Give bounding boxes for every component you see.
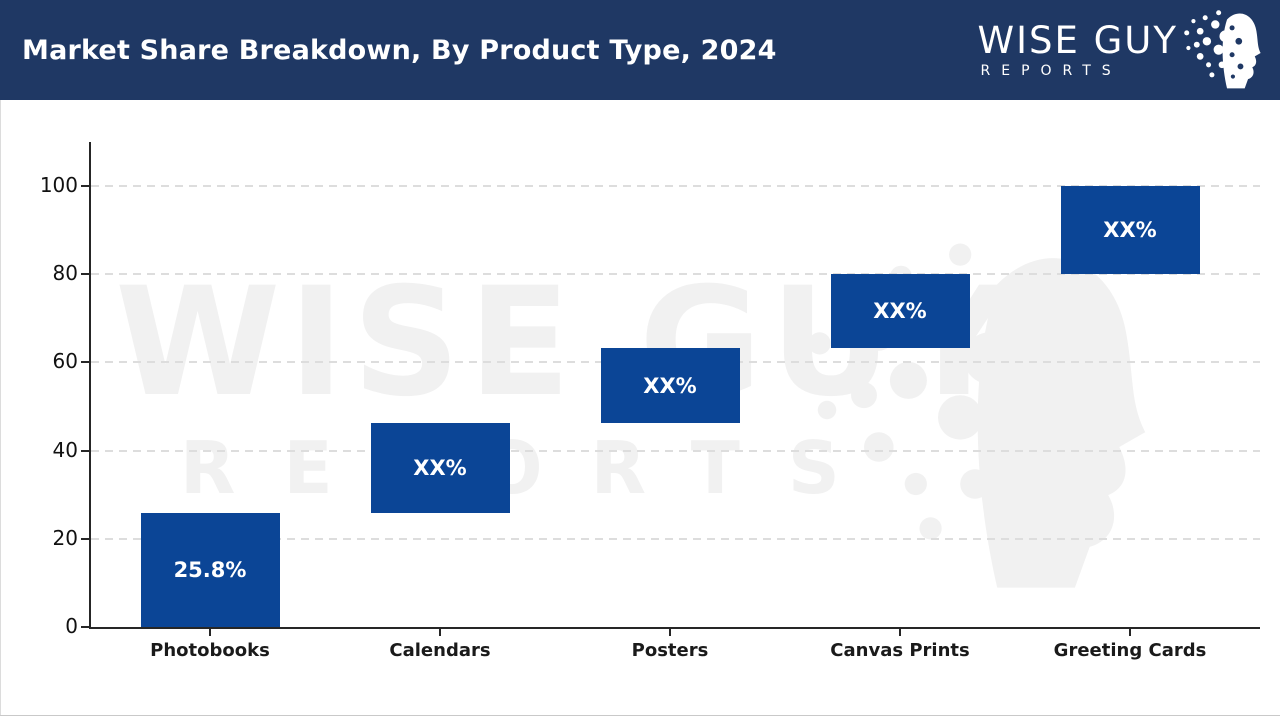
y-tick-label: 20 [52,525,78,550]
x-axis-label: Posters [631,640,709,661]
x-axis-tick [209,629,211,636]
bar-canvas-prints: XX% [830,274,970,348]
page-title: Market Share Breakdown, By Product Type,… [22,34,777,66]
bar-greeting-cards: XX% [1060,186,1200,275]
gridline [91,273,1260,276]
wise-guy-logo: WISE GUY REPORTS [978,6,1264,94]
bar-calendars: XX% [370,423,510,514]
bottom-edge-rule [0,715,1280,716]
y-tick-label: 100 [39,173,78,197]
x-axis-tick [439,629,441,636]
y-axis-tick [81,537,89,540]
bar-value-label: 25.8% [173,558,247,583]
watermark-subtitle: REPORTS [180,426,888,510]
x-axis-tick [1129,629,1131,636]
logo-wordmark: WISE GUY [977,19,1178,62]
x-axis-line [89,627,1260,629]
bar-value-label: XX% [873,299,927,323]
bar-value-label: XX% [643,373,697,398]
x-axis-label: Greeting Cards [1053,640,1207,661]
dotted-face-icon [1180,6,1264,94]
gridline [91,449,1260,452]
y-axis-tick [81,361,89,364]
y-tick-label: 40 [52,437,78,462]
bar-value-label: XX% [1103,218,1157,243]
y-axis-line [89,142,91,629]
left-edge-rule [0,100,1,716]
y-axis-tick [81,185,89,187]
logo-text: WISE GUY REPORTS [978,22,1178,78]
gridline [91,537,1260,540]
bar-value-label: XX% [413,456,467,481]
y-axis-tick [81,626,89,628]
x-axis-label: Canvas Prints [830,640,970,661]
header-bar: Market Share Breakdown, By Product Type,… [0,0,1280,100]
gridline [91,185,1260,187]
x-axis-tick [669,629,671,636]
x-axis-tick [899,629,901,636]
bar-photobooks: 25.8% [140,513,280,627]
y-tick-label: 60 [52,349,78,374]
y-axis-tick [81,449,89,452]
x-axis-label: Photobooks [150,640,270,661]
y-tick-label: 0 [65,614,78,638]
x-axis-label: Calendars [389,640,491,661]
bar-posters: XX% [600,347,740,424]
logo-subtitle: REPORTS [980,63,1122,79]
y-axis-tick [81,273,89,276]
y-tick-label: 80 [52,261,78,286]
